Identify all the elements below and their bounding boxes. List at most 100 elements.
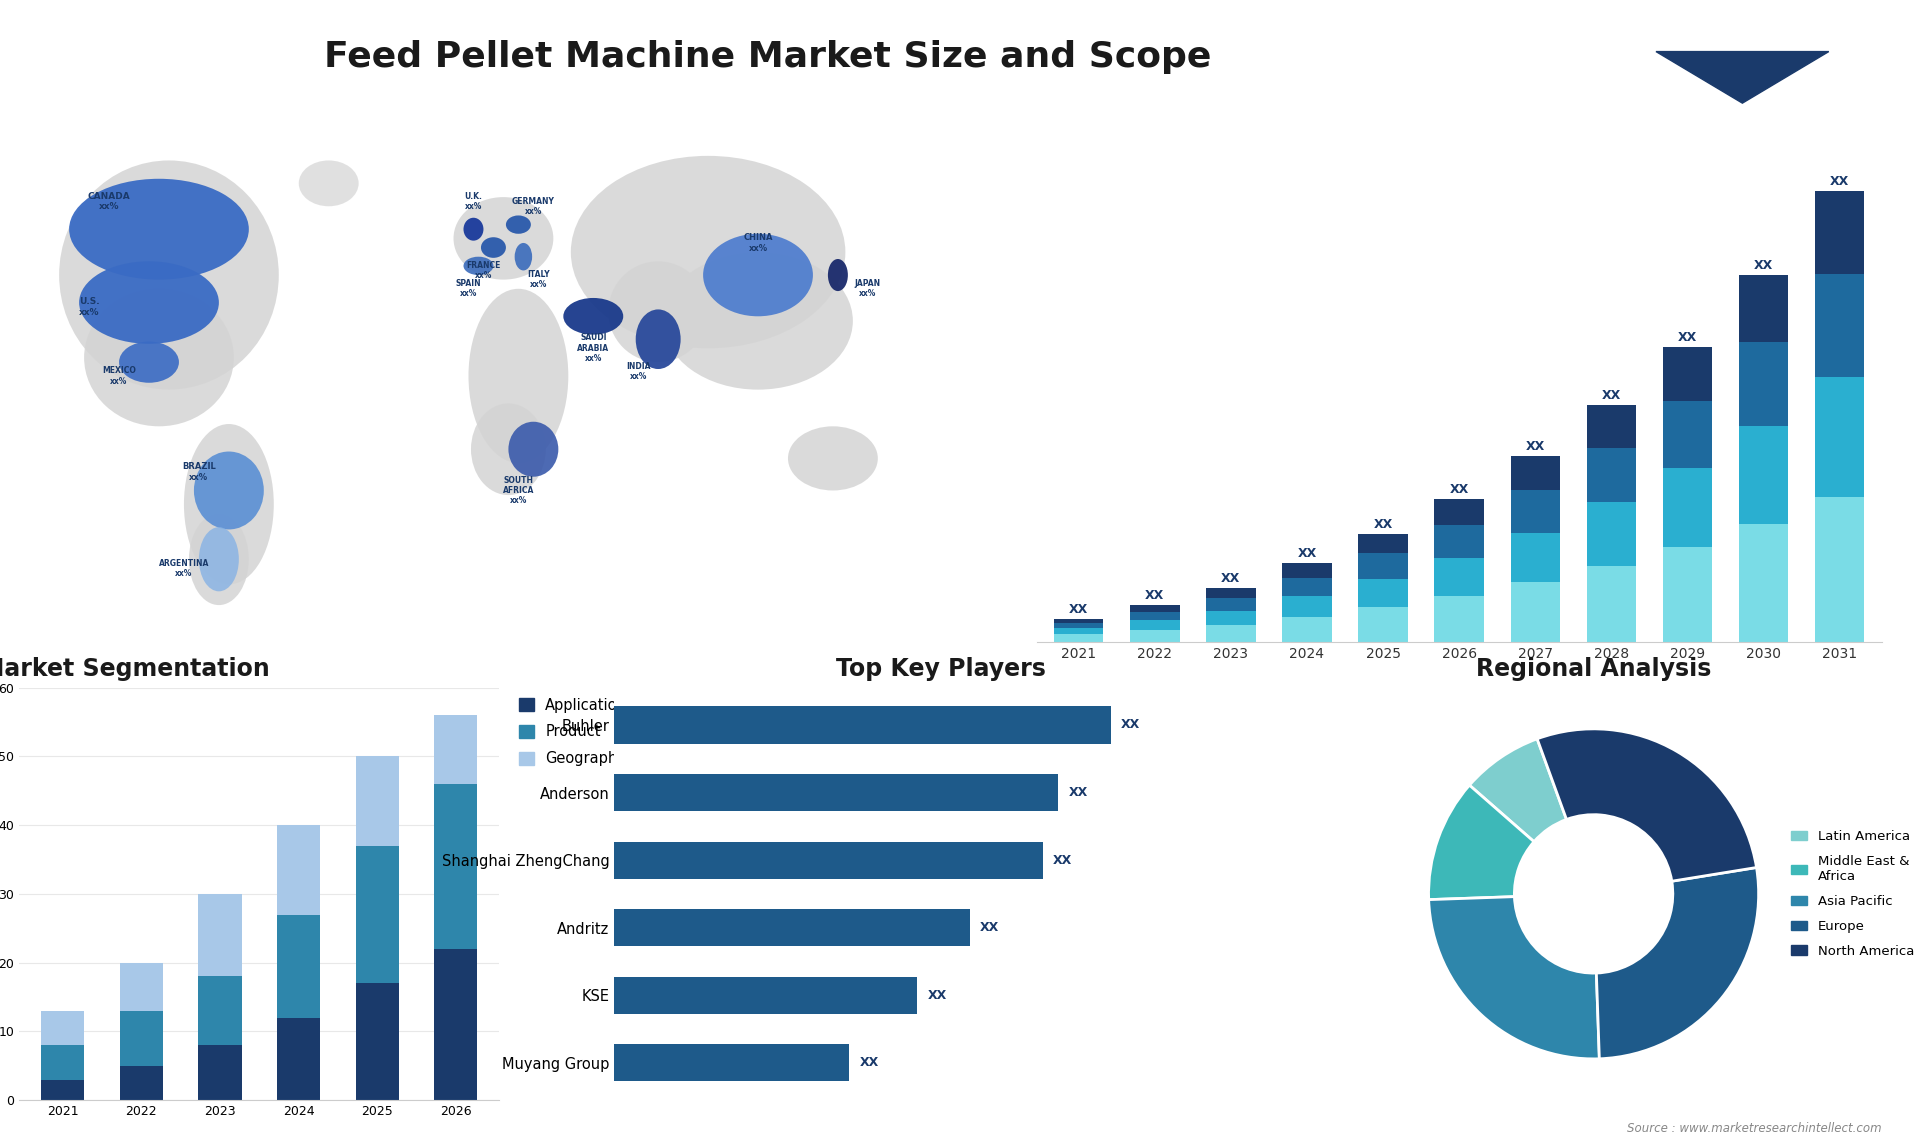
Title: Regional Analysis: Regional Analysis (1476, 658, 1711, 682)
Bar (1814, 377, 1864, 497)
Bar (1663, 401, 1713, 468)
Bar (1357, 607, 1407, 642)
Bar (1511, 582, 1561, 642)
Ellipse shape (119, 342, 179, 383)
Ellipse shape (200, 527, 238, 591)
Title: Top Key Players: Top Key Players (835, 658, 1046, 682)
Bar (1357, 579, 1407, 607)
Bar (1586, 566, 1636, 642)
Text: XX: XX (1373, 518, 1392, 531)
Text: XX: XX (1830, 175, 1849, 188)
Bar (614, 841, 1043, 879)
Ellipse shape (570, 156, 845, 348)
Ellipse shape (787, 426, 877, 490)
Bar (614, 909, 970, 947)
Bar (1511, 490, 1561, 533)
Ellipse shape (463, 257, 493, 275)
Bar (614, 1044, 849, 1082)
Bar (276, 915, 321, 1018)
Bar (1663, 468, 1713, 547)
Text: XX: XX (1450, 482, 1469, 495)
Bar (1434, 596, 1484, 642)
Bar (1357, 554, 1407, 579)
Wedge shape (1596, 868, 1759, 1059)
Text: CHINA
xx%: CHINA xx% (743, 234, 772, 252)
Bar (1740, 275, 1788, 343)
Bar (355, 756, 399, 846)
Ellipse shape (703, 234, 812, 316)
Ellipse shape (662, 252, 852, 390)
Text: SAUDI
ARABIA
xx%: SAUDI ARABIA xx% (578, 333, 609, 363)
Bar (1357, 534, 1407, 554)
Bar (1740, 343, 1788, 426)
Bar (1131, 605, 1179, 612)
Bar (614, 774, 1058, 811)
Text: XX: XX (860, 1057, 879, 1069)
Ellipse shape (609, 261, 708, 362)
Text: U.S.
xx%: U.S. xx% (79, 298, 100, 316)
Bar (1740, 524, 1788, 642)
Text: XX: XX (1052, 854, 1073, 866)
Bar (1814, 497, 1864, 642)
Bar (276, 1018, 321, 1100)
Bar (276, 825, 321, 915)
Legend: Latin America, Middle East &
Africa, Asia Pacific, Europe, North America: Latin America, Middle East & Africa, Asi… (1786, 825, 1920, 963)
Polygon shape (1628, 40, 1857, 120)
Text: XX: XX (927, 989, 947, 1002)
Bar (1131, 630, 1179, 642)
Bar (1511, 533, 1561, 582)
Bar (1283, 578, 1332, 596)
Text: Source : www.marketresearchintellect.com: Source : www.marketresearchintellect.com (1626, 1122, 1882, 1135)
Bar (1663, 547, 1713, 642)
Text: SPAIN
xx%: SPAIN xx% (455, 280, 482, 298)
Text: XX: XX (1678, 331, 1697, 344)
Bar (355, 846, 399, 983)
Bar (1283, 564, 1332, 578)
Text: FRANCE
xx%: FRANCE xx% (467, 261, 501, 280)
Bar (40, 1045, 84, 1080)
Bar (1054, 628, 1104, 634)
Bar (434, 715, 478, 784)
Text: XX: XX (1298, 548, 1317, 560)
Wedge shape (1469, 739, 1567, 841)
Ellipse shape (636, 309, 682, 369)
Text: ITALY
xx%: ITALY xx% (528, 270, 549, 289)
Text: XX: XX (979, 921, 998, 934)
Bar (1434, 499, 1484, 525)
Ellipse shape (563, 298, 624, 335)
Legend: Application, Product, Geography: Application, Product, Geography (516, 694, 630, 769)
Ellipse shape (194, 452, 263, 529)
Bar (614, 706, 1110, 744)
Bar (1434, 525, 1484, 558)
Bar (119, 963, 163, 1011)
Bar (1283, 596, 1332, 618)
Text: XX: XX (1601, 388, 1620, 402)
Text: XX: XX (1069, 603, 1089, 615)
Text: BRAZIL
xx%: BRAZIL xx% (182, 463, 215, 481)
Bar (1206, 598, 1256, 611)
Ellipse shape (188, 513, 250, 605)
Polygon shape (1655, 52, 1828, 103)
Text: SOUTH
AFRICA
xx%: SOUTH AFRICA xx% (503, 476, 534, 505)
Text: GERMANY
xx%: GERMANY xx% (513, 197, 555, 215)
Ellipse shape (828, 259, 849, 291)
Wedge shape (1428, 896, 1599, 1059)
Bar (198, 1045, 242, 1100)
Text: Market Segmentation: Market Segmentation (0, 658, 269, 682)
Ellipse shape (470, 403, 545, 495)
Bar (1740, 426, 1788, 524)
Bar (1586, 405, 1636, 448)
Bar (434, 949, 478, 1100)
Ellipse shape (79, 261, 219, 344)
Ellipse shape (69, 179, 250, 280)
Bar (614, 976, 918, 1014)
Ellipse shape (84, 289, 234, 426)
Wedge shape (1538, 729, 1757, 881)
Bar (119, 1066, 163, 1100)
Bar (1131, 612, 1179, 620)
Ellipse shape (515, 243, 532, 270)
Bar (198, 894, 242, 976)
Bar (1283, 618, 1332, 642)
Ellipse shape (463, 218, 484, 241)
Ellipse shape (60, 160, 278, 390)
